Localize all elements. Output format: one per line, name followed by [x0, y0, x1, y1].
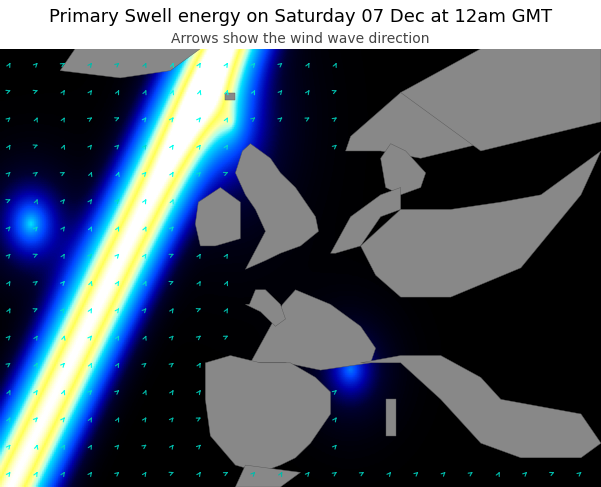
Text: Arrows show the wind wave direction: Arrows show the wind wave direction — [171, 32, 430, 46]
Polygon shape — [60, 34, 200, 78]
Polygon shape — [236, 144, 319, 269]
Polygon shape — [225, 93, 236, 100]
Polygon shape — [206, 356, 331, 472]
Polygon shape — [346, 49, 581, 158]
Polygon shape — [361, 356, 601, 458]
Polygon shape — [386, 399, 395, 436]
Polygon shape — [195, 187, 240, 246]
Polygon shape — [361, 151, 601, 297]
Polygon shape — [331, 187, 401, 253]
Polygon shape — [245, 290, 285, 326]
Polygon shape — [251, 290, 376, 370]
Polygon shape — [401, 49, 601, 151]
Polygon shape — [380, 144, 426, 195]
Polygon shape — [236, 465, 300, 487]
Text: Primary Swell energy on Saturday 07 Dec at 12am GMT: Primary Swell energy on Saturday 07 Dec … — [49, 8, 552, 26]
